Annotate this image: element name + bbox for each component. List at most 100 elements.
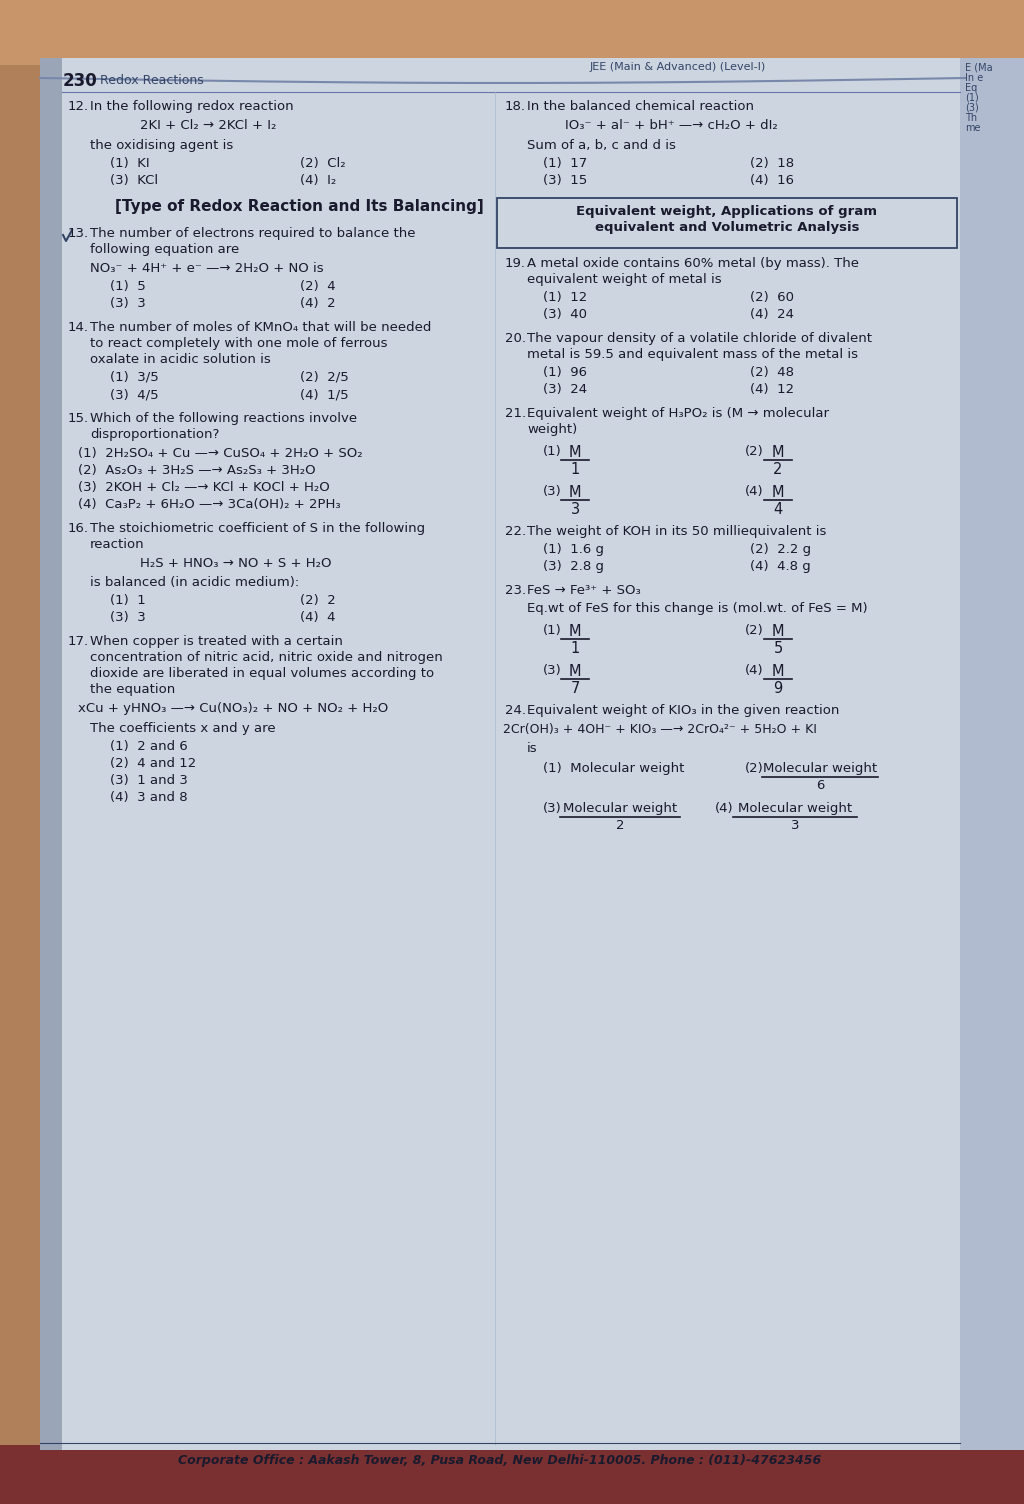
Text: H₂S + HNO₃ → NO + S + H₂O: H₂S + HNO₃ → NO + S + H₂O [140,556,332,570]
Text: equivalent and Volumetric Analysis: equivalent and Volumetric Analysis [595,221,859,235]
Text: E (Ma: E (Ma [965,62,992,72]
Text: (4)  1/5: (4) 1/5 [300,388,348,402]
Text: (3)  24: (3) 24 [543,384,587,396]
Text: In the balanced chemical reaction: In the balanced chemical reaction [527,99,754,113]
Text: 2Cr(OH)₃ + 4OH⁻ + KIO₃ —→ 2CrO₄²⁻ + 5H₂O + KI: 2Cr(OH)₃ + 4OH⁻ + KIO₃ —→ 2CrO₄²⁻ + 5H₂O… [503,723,817,735]
Text: The number of moles of KMnO₄ that will be needed: The number of moles of KMnO₄ that will b… [90,320,431,334]
Text: (4)  3 and 8: (4) 3 and 8 [110,791,187,805]
Text: (2)  As₂O₃ + 3H₂S —→ As₂S₃ + 3H₂O: (2) As₂O₃ + 3H₂S —→ As₂S₃ + 3H₂O [78,465,315,477]
Text: the oxidising agent is: the oxidising agent is [90,138,233,152]
Bar [961,59,1024,1450]
Text: 14.: 14. [68,320,89,334]
Text: (3)  4/5: (3) 4/5 [110,388,159,402]
Text: 17.: 17. [68,635,89,648]
Text: (1)  1.6 g: (1) 1.6 g [543,543,604,556]
Text: the equation: the equation [90,683,175,696]
Text: to react completely with one mole of ferrous: to react completely with one mole of fer… [90,337,387,350]
Text: Eq.wt of FeS for this change is (mol.wt. of FeS = M): Eq.wt of FeS for this change is (mol.wt.… [527,602,867,615]
Text: 7: 7 [570,681,580,696]
Text: 1: 1 [570,462,580,477]
Text: (4)  4: (4) 4 [300,611,336,624]
Text: dioxide are liberated in equal volumes according to: dioxide are liberated in equal volumes a… [90,666,434,680]
Text: (3)  3: (3) 3 [110,611,145,624]
Text: (4)  I₂: (4) I₂ [300,174,336,186]
Text: 22.: 22. [505,525,526,538]
Text: (1)  5: (1) 5 [110,280,145,293]
Text: (2)  4 and 12: (2) 4 and 12 [110,757,197,770]
Text: (3): (3) [543,484,562,498]
Text: In the following redox reaction: In the following redox reaction [90,99,294,113]
Text: M: M [568,445,582,460]
Bar [0,1445,1024,1504]
Text: xCu + yHNO₃ —→ Cu(NO₃)₂ + NO + NO₂ + H₂O: xCu + yHNO₃ —→ Cu(NO₃)₂ + NO + NO₂ + H₂O [78,702,388,714]
Text: (1)  2H₂SO₄ + Cu —→ CuSO₄ + 2H₂O + SO₂: (1) 2H₂SO₄ + Cu —→ CuSO₄ + 2H₂O + SO₂ [78,447,362,460]
Text: (4)  16: (4) 16 [750,174,794,186]
Text: me: me [965,123,981,132]
Text: (3)  40: (3) 40 [543,308,587,320]
Text: (3)  1 and 3: (3) 1 and 3 [110,775,187,787]
Text: (2): (2) [745,763,764,775]
Text: (2)  2: (2) 2 [300,594,336,608]
Text: Th: Th [965,113,977,123]
Text: 13.: 13. [68,227,89,241]
Text: concentration of nitric acid, nitric oxide and nitrogen: concentration of nitric acid, nitric oxi… [90,651,442,663]
Text: (2)  4: (2) 4 [300,280,336,293]
Text: (1)  2 and 6: (1) 2 and 6 [110,740,187,754]
Text: (1)  17: (1) 17 [543,156,587,170]
Text: The coefficients x and y are: The coefficients x and y are [90,722,275,735]
Text: weight): weight) [527,423,578,436]
Text: (2)  Cl₂: (2) Cl₂ [300,156,346,170]
Text: 2KI + Cl₂ → 2KCl + I₂: 2KI + Cl₂ → 2KCl + I₂ [140,119,276,132]
Text: M: M [772,663,784,678]
Text: (1)  3/5: (1) 3/5 [110,371,159,384]
Text: 6: 6 [816,779,824,793]
Text: (4)  2: (4) 2 [300,296,336,310]
Text: (4)  24: (4) 24 [750,308,794,320]
Text: is balanced (in acidic medium):: is balanced (in acidic medium): [90,576,299,590]
Text: JEE (Main & Advanced) (Level-I): JEE (Main & Advanced) (Level-I) [590,62,766,72]
Text: Molecular weight: Molecular weight [563,802,677,815]
Text: The number of electrons required to balance the: The number of electrons required to bala… [90,227,416,241]
Text: (4): (4) [745,663,764,677]
Text: NO₃⁻ + 4H⁺ + e⁻ —→ 2H₂O + NO is: NO₃⁻ + 4H⁺ + e⁻ —→ 2H₂O + NO is [90,262,324,275]
Text: (3)  KCl: (3) KCl [110,174,158,186]
Text: (4): (4) [715,802,733,815]
Text: (1)  1: (1) 1 [110,594,145,608]
Text: The vapour density of a volatile chloride of divalent: The vapour density of a volatile chlorid… [527,332,872,344]
Text: 3: 3 [791,820,800,832]
Bar [0,0,1024,65]
Text: following equation are: following equation are [90,244,240,256]
Text: 1: 1 [570,641,580,656]
Text: equivalent weight of metal is: equivalent weight of metal is [527,274,722,286]
Text: (1)  KI: (1) KI [110,156,150,170]
Text: 2: 2 [615,820,625,832]
Text: (4)  Ca₃P₂ + 6H₂O —→ 3Ca(OH)₂ + 2PH₃: (4) Ca₃P₂ + 6H₂O —→ 3Ca(OH)₂ + 2PH₃ [78,498,341,511]
Text: (3): (3) [543,663,562,677]
Text: metal is 59.5 and equivalent mass of the metal is: metal is 59.5 and equivalent mass of the… [527,347,858,361]
Text: Sum of a, b, c and d is: Sum of a, b, c and d is [527,138,676,152]
Text: 15.: 15. [68,412,89,426]
Text: oxalate in acidic solution is: oxalate in acidic solution is [90,353,270,365]
Text: 2: 2 [773,462,782,477]
Text: (1)  12: (1) 12 [543,290,587,304]
Text: 23.: 23. [505,584,526,597]
Text: 5: 5 [773,641,782,656]
Text: M: M [568,663,582,678]
Text: 24.: 24. [505,704,526,717]
Text: (1)  Molecular weight: (1) Molecular weight [543,763,684,775]
Text: Which of the following reactions involve: Which of the following reactions involve [90,412,357,426]
Text: (2): (2) [745,624,764,638]
Text: IO₃⁻ + al⁻ + bH⁺ —→ cH₂O + dI₂: IO₃⁻ + al⁻ + bH⁺ —→ cH₂O + dI₂ [565,119,778,132]
Text: disproportionation?: disproportionation? [90,429,219,441]
Text: A metal oxide contains 60% metal (by mass). The: A metal oxide contains 60% metal (by mas… [527,257,859,271]
Text: is: is [527,741,538,755]
Text: 9: 9 [773,681,782,696]
Text: Redox Reactions: Redox Reactions [100,74,204,87]
Text: 21.: 21. [505,408,526,420]
Text: (3): (3) [965,102,979,113]
Text: 3: 3 [570,502,580,517]
Text: (3): (3) [543,802,562,815]
Text: (1)  96: (1) 96 [543,365,587,379]
Bar [40,59,961,1450]
Text: 20.: 20. [505,332,526,344]
